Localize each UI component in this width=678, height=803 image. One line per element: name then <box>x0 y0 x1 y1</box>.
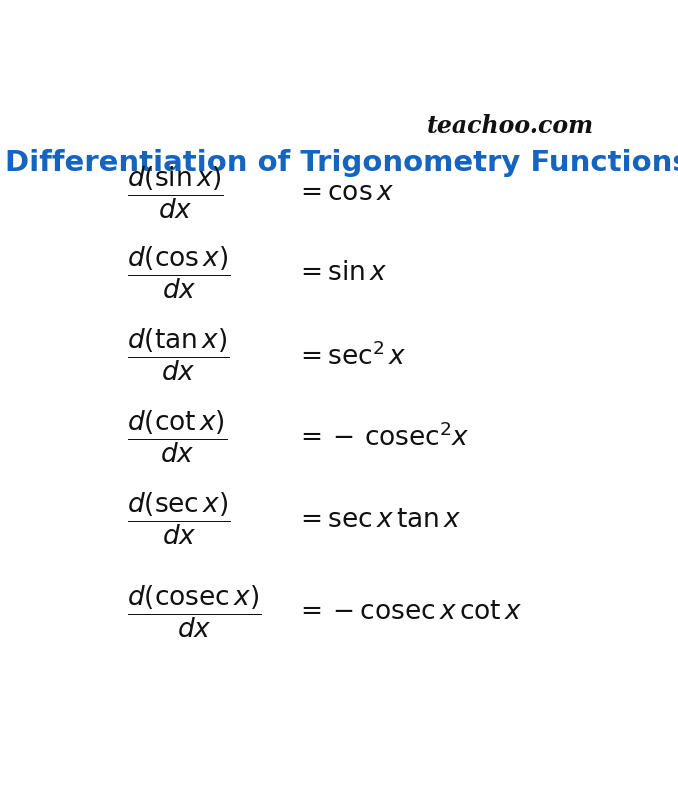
Text: $\dfrac{d(\sec x)}{dx}$: $\dfrac{d(\sec x)}{dx}$ <box>127 491 231 547</box>
Text: $\dfrac{d(\sin x)}{dx}$: $\dfrac{d(\sin x)}{dx}$ <box>127 164 224 220</box>
Text: $\dfrac{d(\cot x)}{dx}$: $\dfrac{d(\cot x)}{dx}$ <box>127 409 227 464</box>
Text: $= -\,\mathrm{cosec}^2 x$: $= -\,\mathrm{cosec}^2 x$ <box>295 422 470 450</box>
Text: $= \sec^2 x$: $= \sec^2 x$ <box>295 340 407 369</box>
Text: $= \sec x\,\tan x$: $= \sec x\,\tan x$ <box>295 506 461 531</box>
Text: teachoo.com: teachoo.com <box>427 114 595 137</box>
Text: $= \sin x$: $= \sin x$ <box>295 260 387 285</box>
Text: $= -\mathrm{cosec}\, x\,\cot x$: $= -\mathrm{cosec}\, x\,\cot x$ <box>295 598 522 623</box>
Text: $\dfrac{d(\tan x)}{dx}$: $\dfrac{d(\tan x)}{dx}$ <box>127 327 229 383</box>
Text: $= \cos x$: $= \cos x$ <box>295 180 394 205</box>
Text: $\dfrac{d(\mathrm{cosec}\, x)}{dx}$: $\dfrac{d(\mathrm{cosec}\, x)}{dx}$ <box>127 583 261 639</box>
Text: $\dfrac{d(\cos x)}{dx}$: $\dfrac{d(\cos x)}{dx}$ <box>127 244 231 300</box>
Text: Differentiation of Trigonometry Functions: Differentiation of Trigonometry Function… <box>5 149 678 177</box>
